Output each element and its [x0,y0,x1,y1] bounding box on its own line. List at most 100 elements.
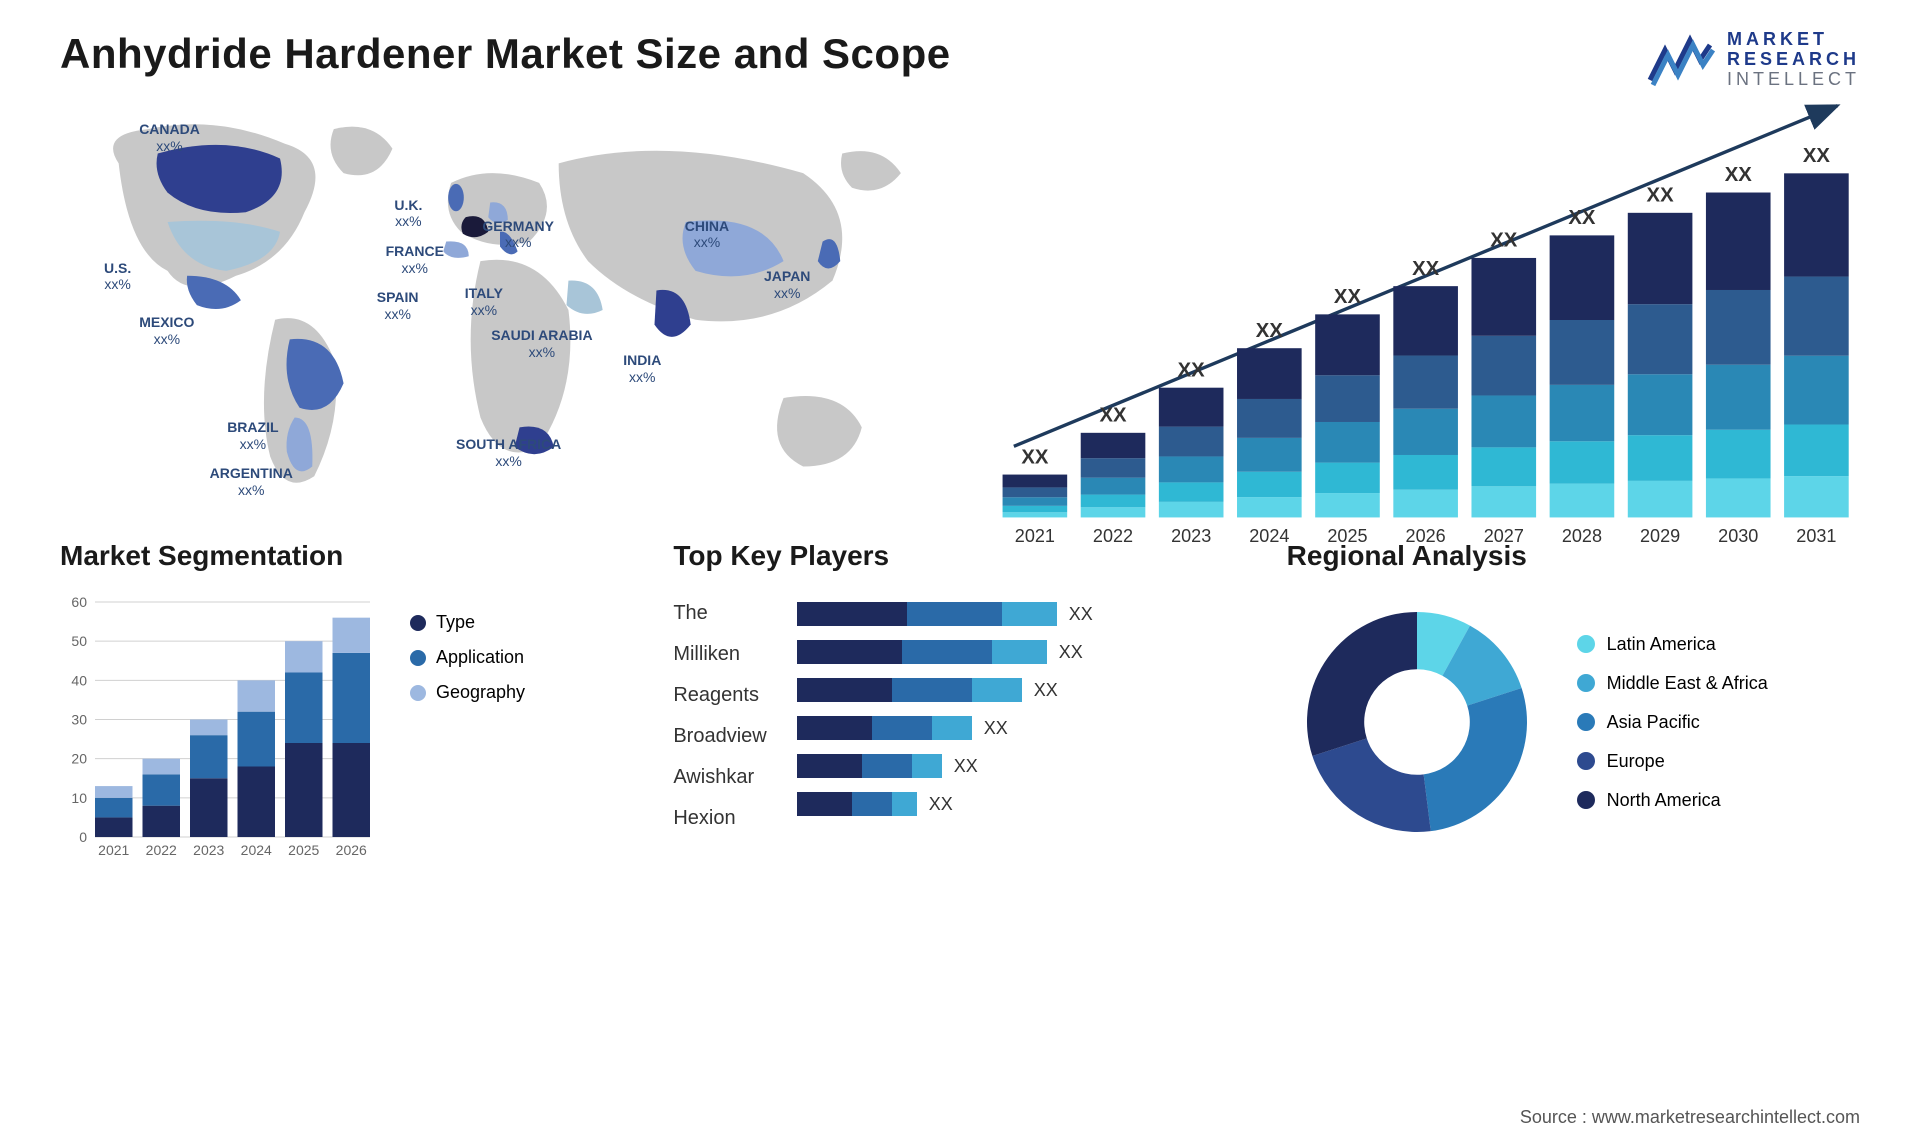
bottom-row: Market Segmentation 01020304050602021202… [0,520,1920,862]
svg-text:2029: 2029 [1640,526,1680,546]
svg-text:10: 10 [71,790,87,806]
player-value: XX [954,756,978,777]
player-bar-segment [907,602,1002,626]
svg-text:2022: 2022 [1093,526,1133,546]
regional-wrap: Latin America Middle East & Africa Asia Pa… [1287,592,1860,852]
players-section: Top Key Players TheMillikenReagentsBroad… [673,540,1246,862]
svg-text:XX: XX [1334,286,1362,308]
legend-swatch [410,650,426,666]
player-value: XX [929,794,953,815]
map-label: U.K.xx% [394,197,422,231]
segmentation-chart: 0102030405060202120222023202420252026 [60,592,380,862]
map-label: SOUTH AFRICAxx% [456,436,561,470]
map-label: ITALYxx% [465,285,503,319]
players-bars: XXXXXXXXXXXX [797,592,1247,816]
svg-text:2024: 2024 [1249,526,1289,546]
legend-swatch [1577,635,1595,653]
legend-swatch [1577,674,1595,692]
logo-line2: RESEARCH [1727,50,1860,70]
svg-text:20: 20 [71,751,87,767]
regional-legend-item: Middle East & Africa [1577,673,1768,694]
map-label: BRAZILxx% [227,419,278,453]
svg-text:XX: XX [1490,230,1518,252]
regional-legend-item: Asia Pacific [1577,712,1768,733]
source-attribution: Source : www.marketresearchintellect.com [1520,1107,1860,1128]
player-bar-segment [797,640,902,664]
growth-chart-panel: XX2021XX2022XX2023XX2024XX2025XX2026XX20… [980,100,1860,520]
logo-mark-icon [1645,30,1715,90]
svg-text:2026: 2026 [336,842,367,858]
legend-label: Middle East & Africa [1607,673,1768,694]
map-label: FRANCExx% [386,243,444,277]
svg-text:XX: XX [1803,145,1831,167]
regional-legend: Latin America Middle East & Africa Asia Pa… [1577,634,1768,811]
regional-donut-chart [1287,592,1547,852]
map-label: ARGENTINAxx% [210,465,293,499]
map-label: INDIAxx% [623,352,661,386]
player-bar-segment [1002,602,1057,626]
svg-text:XX: XX [1099,405,1127,427]
player-bar [797,602,1057,626]
legend-swatch [1577,791,1595,809]
svg-text:2023: 2023 [1171,526,1211,546]
map-label: JAPANxx% [764,268,810,302]
player-name: Reagents [673,684,766,707]
svg-text:50: 50 [71,633,87,649]
player-bar-row: XX [797,640,1247,664]
segmentation-legend-item: Type [410,612,525,633]
map-label: GERMANYxx% [482,218,554,252]
svg-text:40: 40 [71,672,87,688]
player-bar-segment [797,678,892,702]
player-bar-row: XX [797,792,1247,816]
player-bar [797,754,942,778]
player-bar-segment [932,716,972,740]
regional-legend-item: Europe [1577,751,1768,772]
player-bar-segment [912,754,942,778]
growth-chart: XX2021XX2022XX2023XX2024XX2025XX2026XX20… [980,100,1860,551]
player-name: Awishkar [673,766,766,789]
svg-text:XX: XX [1412,258,1440,280]
svg-text:XX: XX [1725,164,1753,186]
svg-text:XX: XX [1256,320,1284,342]
map-label: SPAINxx% [377,289,419,323]
logo-text: MARKET RESEARCH INTELLECT [1727,30,1860,89]
player-bar-segment [892,792,917,816]
player-bar-row: XX [797,716,1247,740]
player-bar-row: XX [797,678,1247,702]
player-bar-row: XX [797,602,1247,626]
map-label: CANADAxx% [139,121,200,155]
player-name: Broadview [673,725,766,748]
legend-swatch [410,615,426,631]
segmentation-legend-item: Geography [410,682,525,703]
header: Anhydride Hardener Market Size and Scope… [0,0,1920,100]
svg-text:2023: 2023 [193,842,224,858]
legend-label: North America [1607,790,1721,811]
player-name: The [673,602,766,625]
player-value: XX [1034,680,1058,701]
world-map-panel: CANADAxx%U.S.xx%MEXICOxx%BRAZILxx%ARGENT… [60,100,940,520]
legend-label: Asia Pacific [1607,712,1700,733]
svg-text:XX: XX [1178,359,1206,381]
legend-label: Latin America [1607,634,1716,655]
svg-text:30: 30 [71,712,87,728]
svg-text:2030: 2030 [1718,526,1758,546]
legend-swatch [1577,713,1595,731]
map-label: U.S.xx% [104,260,131,294]
svg-text:2025: 2025 [1327,526,1367,546]
svg-text:XX: XX [1568,207,1596,229]
svg-text:60: 60 [71,594,87,610]
player-bar-segment [992,640,1047,664]
player-name: Hexion [673,807,766,830]
regional-legend-item: Latin America [1577,634,1768,655]
player-bar-segment [797,754,862,778]
legend-label: Geography [436,682,525,703]
legend-label: Type [436,612,475,633]
svg-text:0: 0 [79,829,87,845]
player-value: XX [1059,642,1083,663]
svg-text:2022: 2022 [146,842,177,858]
player-bar-row: XX [797,754,1247,778]
player-bar-segment [862,754,912,778]
segmentation-section: Market Segmentation 01020304050602021202… [60,540,633,862]
player-bar-segment [797,716,872,740]
svg-text:2021: 2021 [98,842,129,858]
